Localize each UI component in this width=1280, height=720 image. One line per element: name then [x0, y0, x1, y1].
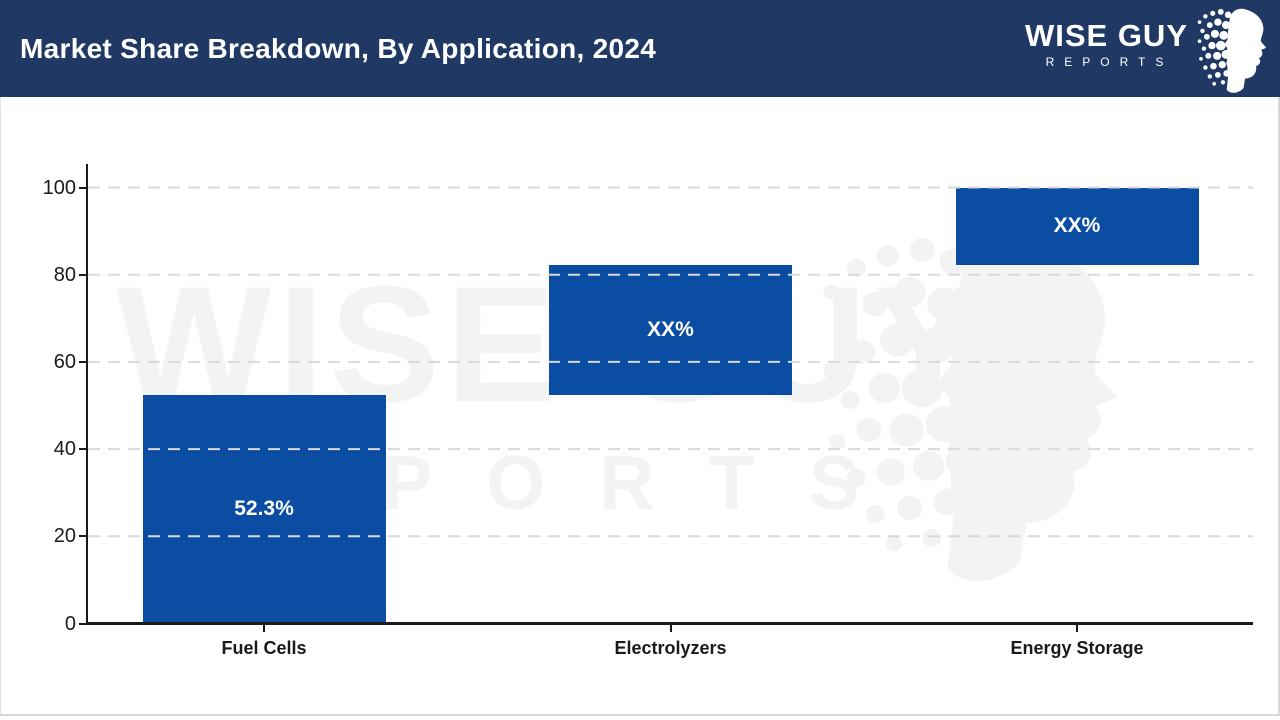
- y-tick-label-80: 80: [53, 263, 76, 286]
- y-tick-mark-60: [79, 360, 86, 363]
- page-title: Market Share Breakdown, By Application, …: [20, 32, 657, 64]
- y-tick-label-100: 100: [42, 176, 76, 199]
- y-tick-mark-0: [79, 622, 86, 625]
- x-category-label-energy-storage: Energy Storage: [1010, 638, 1144, 658]
- x-category-label-fuel-cells: Fuel Cells: [221, 638, 307, 658]
- bar-value-label-fuel-cells: 52.3%: [234, 497, 294, 521]
- header-bar: Market Share Breakdown, By Application, …: [0, 0, 1280, 97]
- y-tick-label-40: 40: [53, 438, 76, 461]
- logo-wordmark-line1: WISE GUY: [1024, 18, 1188, 53]
- x-tick-mark-energy-storage: [1076, 625, 1078, 632]
- y-tick-mark-80: [79, 273, 86, 276]
- logo-wordmark: WISE GUY REPORTS: [1025, 20, 1188, 69]
- card-left-border: [0, 97, 1, 716]
- logo-wordmark-line2: REPORTS: [1045, 55, 1174, 69]
- x-tick-mark-electrolyzers: [669, 625, 672, 632]
- y-tick-label-20: 20: [53, 525, 76, 548]
- y-tick-label-60: 60: [53, 350, 76, 373]
- y-tick-mark-100: [79, 186, 86, 189]
- card-right-border: [1278, 97, 1280, 716]
- bar-electrolyzers: [549, 265, 792, 396]
- x-axis-spine: [86, 622, 1253, 625]
- y-tick-mark-20: [79, 535, 86, 538]
- bar-value-label-electrolyzers: XX%: [647, 318, 694, 342]
- bar-fuel-cells: [142, 395, 386, 624]
- y-tick-label-0: 0: [64, 612, 76, 635]
- y-tick-mark-40: [79, 448, 86, 451]
- x-category-label-electrolyzers: Electrolyzers: [614, 638, 727, 658]
- card-bottom-border: [0, 714, 1280, 716]
- logo-face-icon: [1197, 8, 1267, 93]
- bar-energy-storage: [955, 187, 1199, 266]
- x-tick-mark-fuel-cells: [263, 625, 265, 632]
- wise-guy-logo: WISE GUY REPORTS: [1025, 4, 1276, 94]
- bar-value-label-energy-storage: XX%: [1053, 214, 1101, 238]
- y-axis-spine: [86, 164, 88, 625]
